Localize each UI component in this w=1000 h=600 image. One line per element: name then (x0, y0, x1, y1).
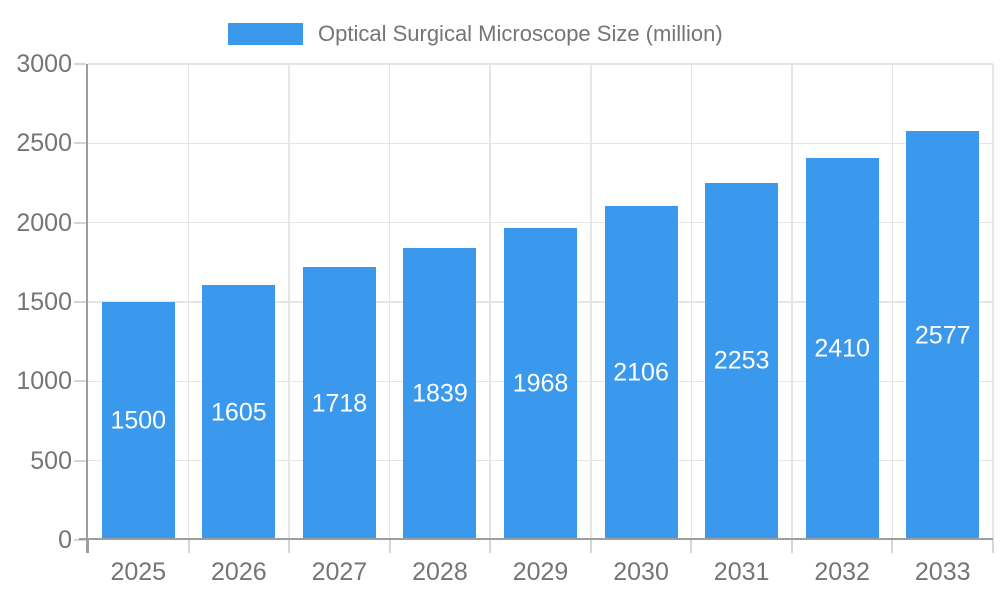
x-axis-tick-label: 2026 (211, 558, 267, 586)
x-axis-tick (690, 540, 693, 553)
bar-2027[interactable]: 1718 (302, 267, 376, 540)
y-axis-tick (74, 221, 86, 224)
gridline-vertical (690, 64, 693, 540)
bar-value-label: 2410 (814, 334, 870, 363)
gridline-horizontal (88, 63, 993, 65)
y-axis-tick-label: 2000 (16, 208, 72, 237)
y-axis-tick (74, 142, 86, 145)
bar-2026[interactable]: 1605 (202, 285, 276, 540)
x-axis-tick (288, 540, 291, 553)
gridline-vertical (590, 64, 592, 540)
gridline-vertical (891, 64, 894, 540)
x-axis-tick (489, 540, 492, 553)
legend-swatch (228, 23, 303, 45)
bar-value-label: 1968 (512, 369, 569, 398)
x-axis-tick-label: 2032 (814, 558, 870, 586)
bar-2033[interactable]: 2577 (906, 131, 980, 540)
x-axis-tick-label: 2027 (311, 558, 368, 586)
legend-label: Optical Surgical Microscope Size (millio… (318, 21, 723, 46)
gridline-vertical (388, 64, 391, 540)
bar-2025[interactable]: 1500 (101, 302, 175, 540)
x-axis-tick (790, 540, 793, 553)
x-axis-line (79, 538, 993, 540)
y-axis-tick-label: 500 (30, 446, 72, 475)
x-axis-tick (891, 540, 894, 553)
y-axis-tick-label: 1000 (16, 367, 72, 396)
x-axis-tick-label: 2030 (613, 558, 669, 586)
x-axis-tick-label: 2033 (914, 558, 971, 586)
bar-value-label: 1605 (211, 398, 267, 427)
y-axis-tick-label: 1500 (16, 288, 72, 316)
x-axis-tick (87, 540, 89, 553)
y-axis-tick-label: 2500 (16, 129, 72, 158)
bar-2028[interactable]: 1839 (403, 248, 477, 540)
x-axis-tick (388, 540, 391, 553)
bar-2030[interactable]: 2106 (604, 205, 678, 540)
bar-value-label: 1718 (311, 389, 368, 418)
y-axis-tick (74, 380, 86, 383)
legend[interactable]: Optical Surgical Microscope Size (millio… (228, 22, 723, 46)
y-axis-tick-label: 0 (58, 526, 72, 554)
gridline-vertical (288, 64, 290, 540)
x-axis-tick (992, 540, 994, 553)
y-axis-tick (74, 459, 86, 462)
y-axis-tick (74, 301, 86, 303)
y-axis-tick (74, 539, 86, 541)
bar-2031[interactable]: 2253 (705, 182, 779, 540)
x-axis-tick-label: 2029 (512, 558, 569, 586)
gridline-vertical (187, 64, 190, 540)
bar-2029[interactable]: 1968 (504, 227, 577, 540)
x-axis-tick (187, 540, 190, 553)
gridline-vertical (791, 64, 793, 540)
bar-value-label: 2577 (914, 321, 971, 350)
y-axis-tick (74, 63, 86, 65)
x-axis-tick (589, 540, 592, 553)
y-axis-line (86, 64, 88, 553)
y-axis-tick-label: 3000 (16, 50, 72, 78)
gridline-vertical (489, 64, 491, 540)
bar-2032[interactable]: 2410 (805, 157, 879, 540)
x-axis-tick-label: 2028 (412, 558, 468, 586)
bar-value-label: 1839 (412, 379, 468, 408)
bar-value-label: 2253 (713, 346, 770, 375)
gridline-horizontal (88, 142, 993, 145)
gridline-vertical (992, 64, 994, 540)
x-axis-tick-label: 2025 (110, 558, 167, 586)
bar-value-label: 1500 (110, 406, 167, 435)
gridline-horizontal (88, 221, 993, 224)
bar-value-label: 2106 (613, 358, 669, 387)
x-axis-tick-label: 2031 (713, 558, 770, 586)
